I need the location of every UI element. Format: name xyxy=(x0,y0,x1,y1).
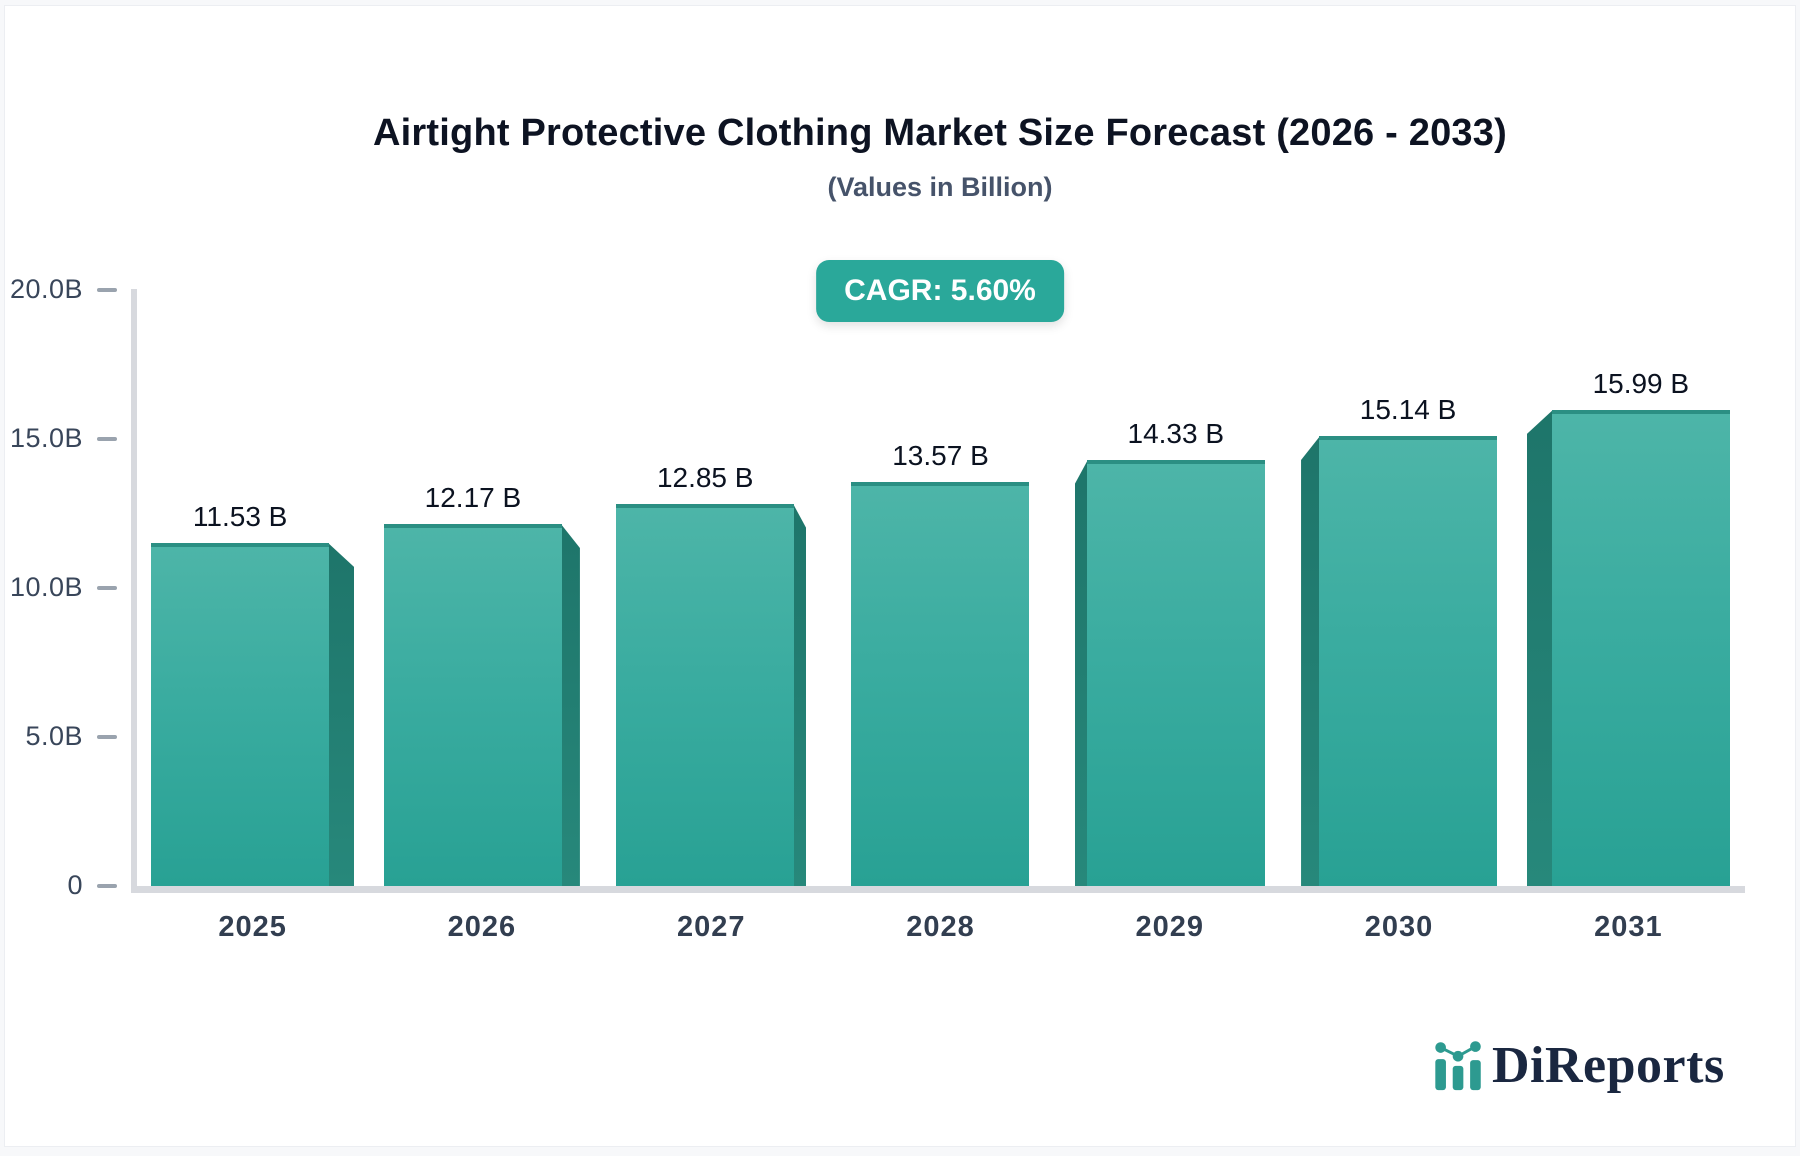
bar-value-label: 13.57 B xyxy=(892,440,989,471)
bar: 12.85 B xyxy=(616,462,807,886)
x-axis-year-label: 2027 xyxy=(676,911,746,943)
bar-face: 15.14 B xyxy=(1319,394,1498,886)
y-tick-label: 10.0B xyxy=(9,572,83,602)
bar-3d-side xyxy=(1074,460,1088,886)
tick-dash xyxy=(97,586,117,590)
bar: 11.53 B xyxy=(151,501,355,886)
chart-subtitle: (Values in Billion) xyxy=(827,172,1053,202)
bar-value-label: 14.33 B xyxy=(1127,418,1225,449)
bar-value-label: 11.53 B xyxy=(192,501,288,532)
tick-dash xyxy=(97,437,117,441)
bar-face: 15.99 B xyxy=(1551,368,1730,886)
bar-value-label: 12.17 B xyxy=(424,482,522,513)
bar-value-label: 12.85 B xyxy=(656,462,754,493)
bar-column: 12.85 B 2027 xyxy=(597,291,826,943)
chart-title: Airtight Protective Clothing Market Size… xyxy=(373,112,1507,154)
bar-value-label: 15.14 B xyxy=(1359,394,1457,425)
x-axis-year-label: 2028 xyxy=(906,911,975,943)
brand-logo: DiReports xyxy=(1430,1034,1725,1097)
bar-3d-side xyxy=(328,543,355,886)
x-axis-year-label: 2025 xyxy=(218,911,287,943)
bar-3d-side xyxy=(1526,410,1553,886)
bar-column: 15.99 B 2031 xyxy=(1514,291,1743,943)
tick-dash xyxy=(97,884,117,888)
bar-3d-side xyxy=(793,504,807,886)
tick-dash xyxy=(97,735,117,739)
bar-face: 12.17 B xyxy=(383,482,562,886)
bar-series: 11.53 B 2025 12.17 B 2026 12.85 B 2027 1… xyxy=(138,291,1743,943)
logo-bars-icon xyxy=(1430,1034,1488,1097)
x-axis-baseline xyxy=(131,886,1745,893)
bar-face: 14.33 B xyxy=(1086,418,1265,886)
bar: 14.33 B xyxy=(1074,418,1265,886)
cagr-badge: CAGR: 5.60% xyxy=(816,260,1064,322)
x-axis-year-label: 2026 xyxy=(447,911,517,943)
bar-face: 12.85 B xyxy=(616,462,795,886)
bar-column: 14.33 B 2029 xyxy=(1055,291,1284,943)
bar: 15.14 B xyxy=(1301,394,1498,886)
bar-column: 12.17 B 2026 xyxy=(367,291,596,943)
y-tick-label: 5.0B xyxy=(25,721,83,751)
bar-column: 13.57 B 2028 xyxy=(826,291,1055,943)
y-tick-label: 0 xyxy=(67,870,83,900)
bar-column: 15.14 B 2030 xyxy=(1284,291,1513,943)
bar-3d-side xyxy=(1301,436,1321,886)
tick-dash xyxy=(97,288,117,292)
bar: 15.99 B xyxy=(1526,368,1730,886)
bar-value-label: 15.99 B xyxy=(1592,368,1690,399)
logo-text: DiReports xyxy=(1492,1037,1725,1094)
x-axis-year-label: 2029 xyxy=(1135,911,1205,943)
y-axis-line xyxy=(131,289,137,891)
bar-face: 11.53 B xyxy=(151,501,330,886)
bar-3d-side xyxy=(560,524,580,886)
bar: 12.17 B xyxy=(383,482,580,886)
y-tick-label: 15.0B xyxy=(9,423,83,453)
bar-column: 11.53 B 2025 xyxy=(138,291,367,943)
chart-card: Airtight Protective Clothing Market Size… xyxy=(4,5,1796,1147)
x-axis-year-label: 2031 xyxy=(1594,911,1663,943)
bar: 13.57 B xyxy=(851,440,1030,886)
bar-face: 13.57 B xyxy=(851,440,1030,886)
y-tick-label: 20.0B xyxy=(9,274,83,304)
x-axis-year-label: 2030 xyxy=(1364,911,1434,943)
